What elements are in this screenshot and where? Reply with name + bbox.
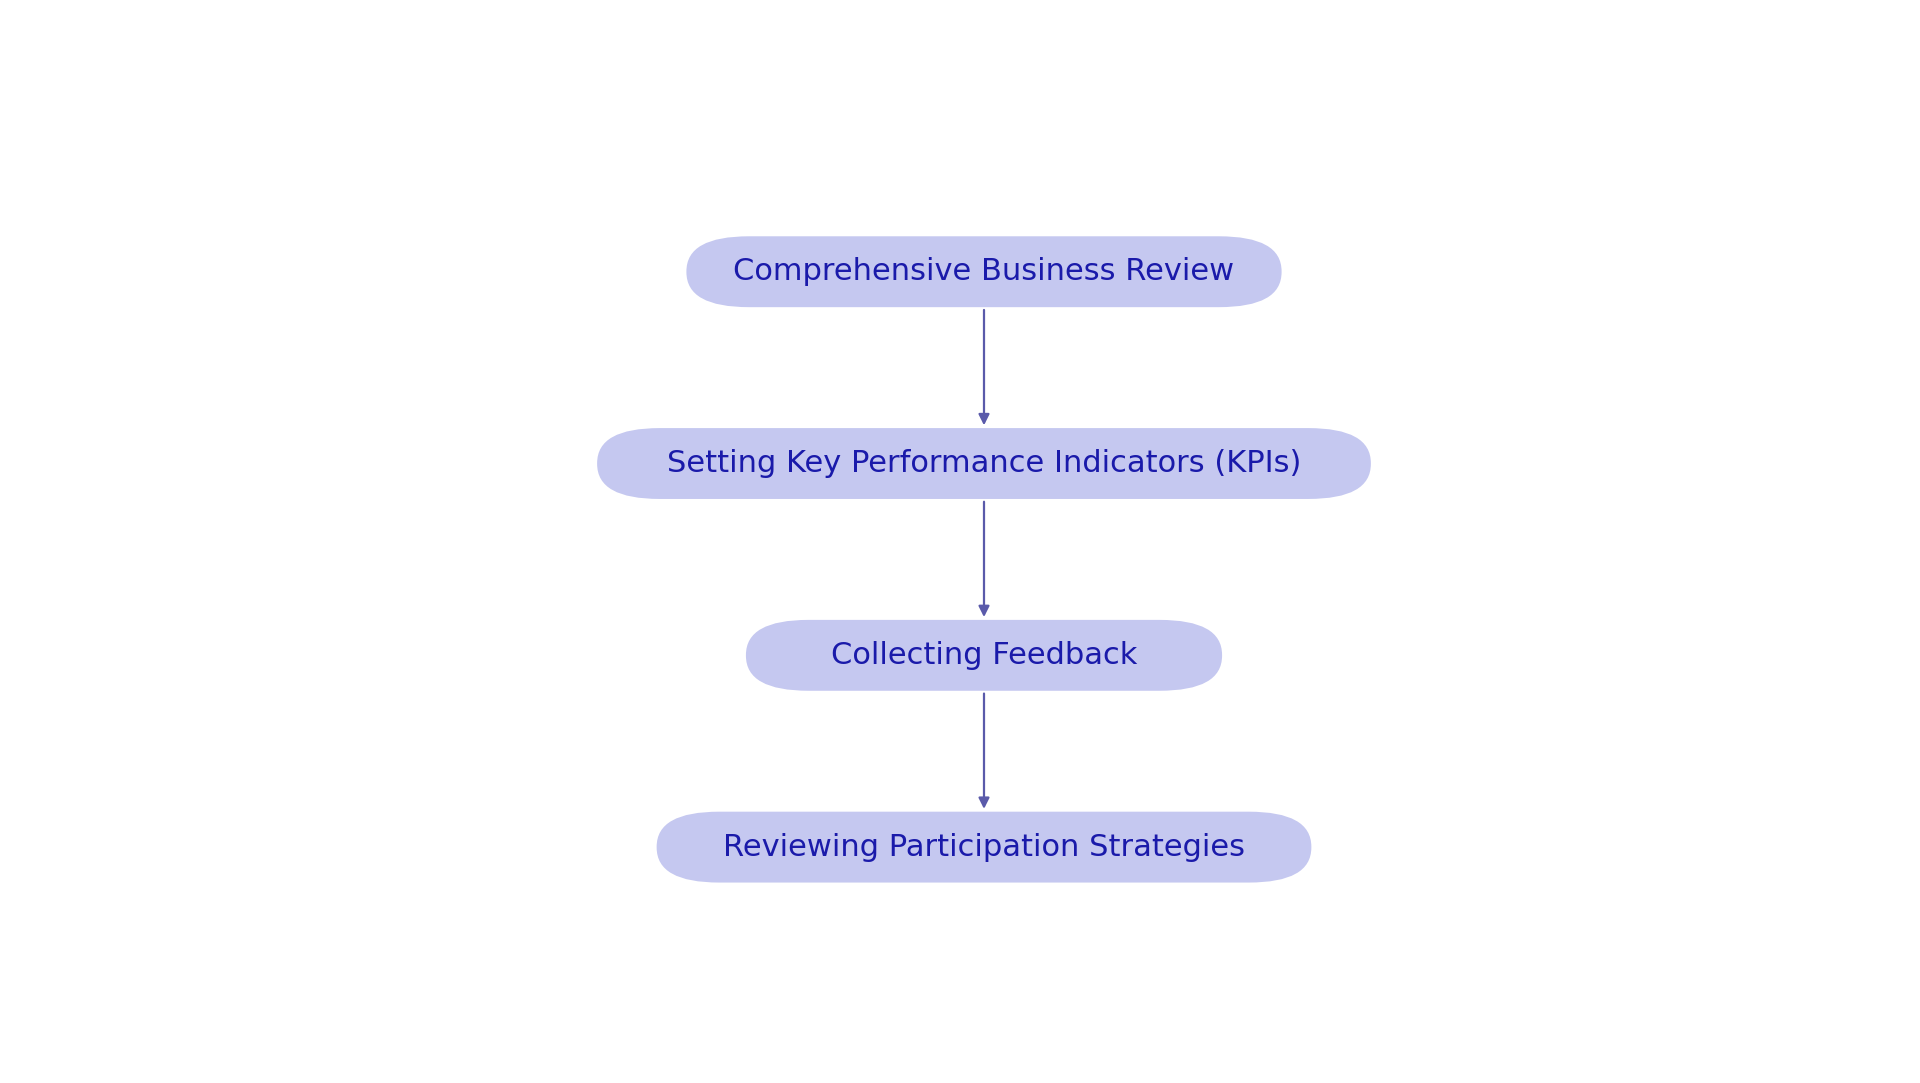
Text: Collecting Feedback: Collecting Feedback [831, 641, 1137, 669]
Text: Comprehensive Business Review: Comprehensive Business Review [733, 258, 1235, 286]
FancyBboxPatch shape [745, 619, 1221, 691]
Text: Setting Key Performance Indicators (KPIs): Setting Key Performance Indicators (KPIs… [666, 449, 1302, 478]
FancyBboxPatch shape [657, 811, 1311, 883]
FancyBboxPatch shape [687, 236, 1283, 308]
FancyBboxPatch shape [597, 428, 1371, 499]
Text: Reviewing Participation Strategies: Reviewing Participation Strategies [724, 833, 1244, 862]
